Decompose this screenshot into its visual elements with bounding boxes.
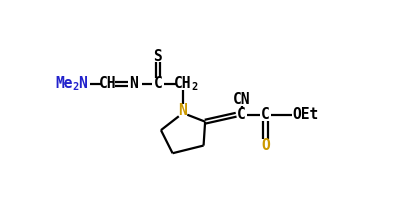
Text: N: N — [78, 76, 87, 91]
Text: Me: Me — [55, 76, 73, 91]
Text: O: O — [261, 138, 270, 153]
Text: CH: CH — [99, 76, 116, 91]
Text: 2: 2 — [73, 82, 79, 92]
Text: N: N — [130, 76, 138, 91]
Text: OEt: OEt — [293, 107, 319, 122]
Text: C: C — [237, 107, 246, 122]
Text: N: N — [178, 103, 187, 118]
Text: CN: CN — [233, 92, 250, 107]
Text: C: C — [154, 76, 162, 91]
Text: C: C — [261, 107, 270, 122]
Text: CH: CH — [174, 76, 191, 91]
Text: S: S — [154, 49, 162, 64]
Text: 2: 2 — [191, 82, 197, 92]
